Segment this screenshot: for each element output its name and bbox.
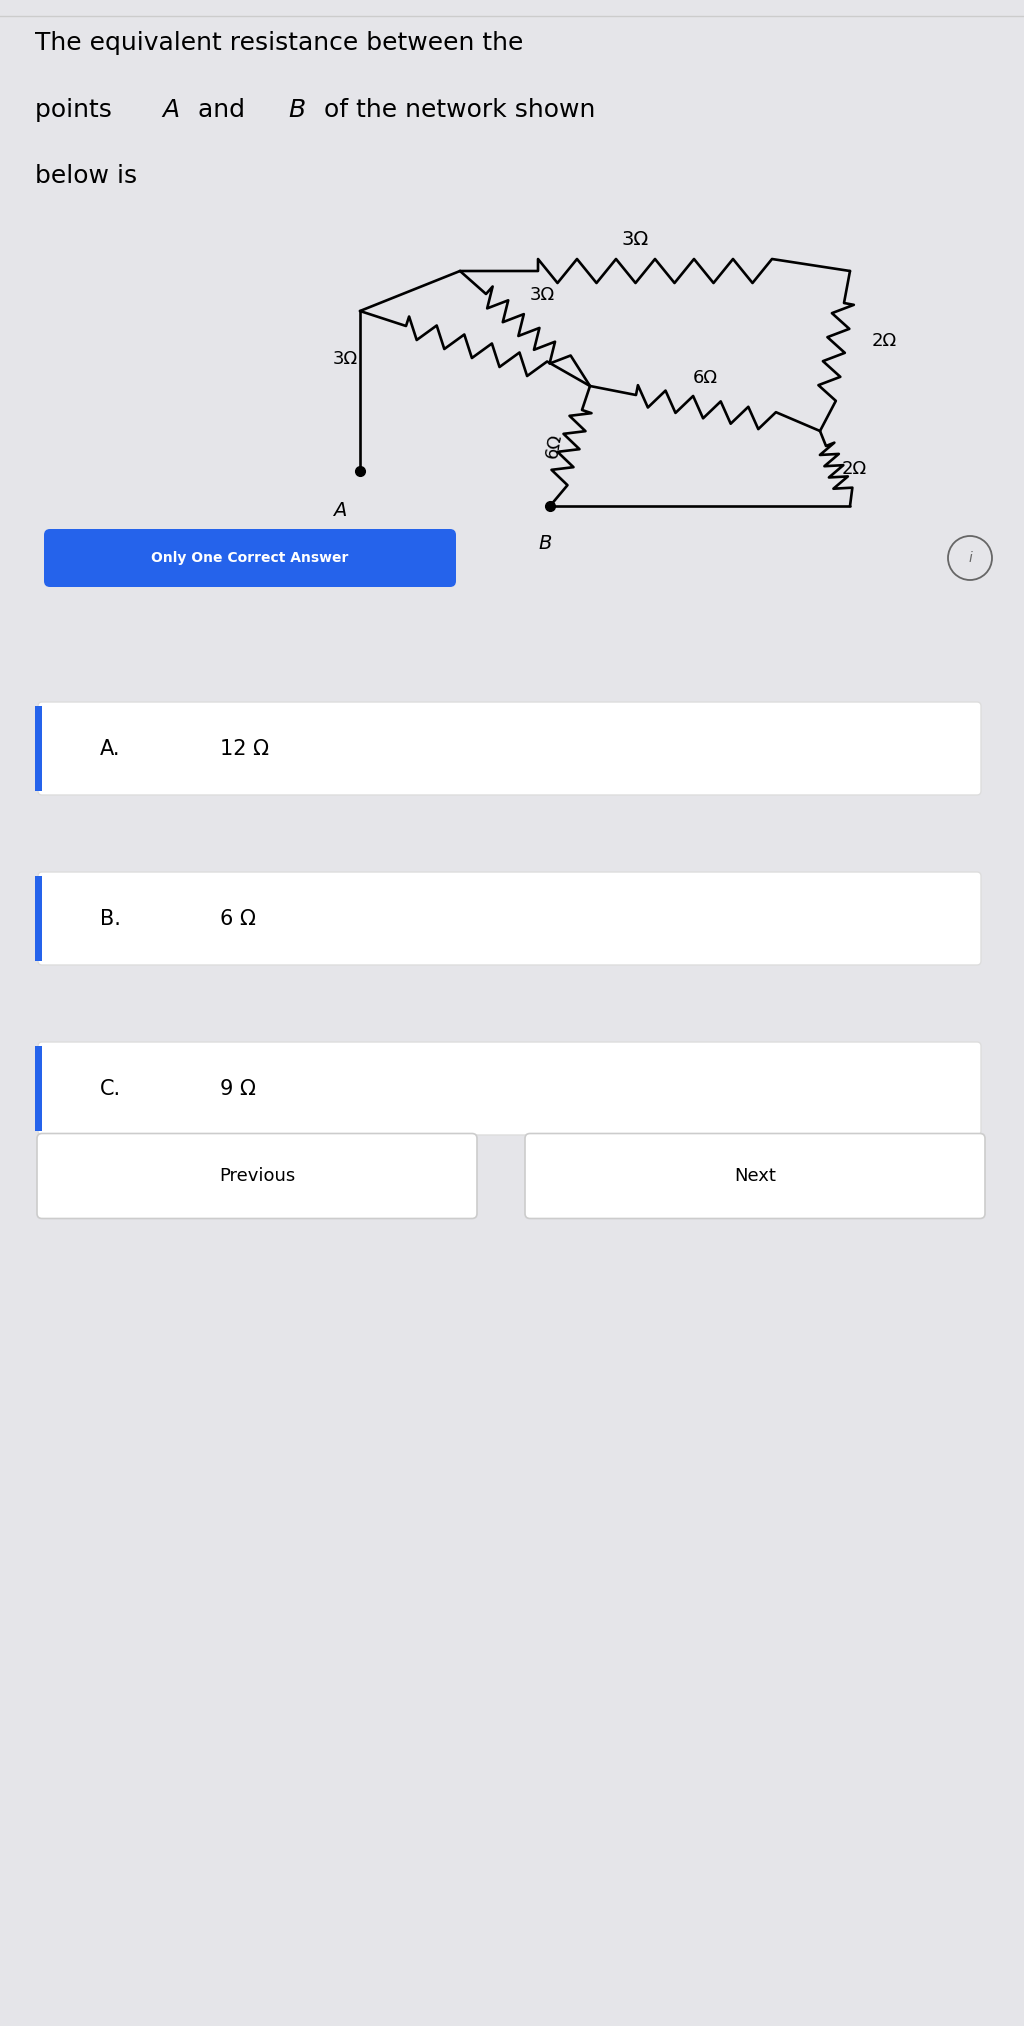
Text: The equivalent resistance between the: The equivalent resistance between the (35, 30, 523, 55)
Text: B.: B. (100, 908, 121, 928)
Text: of the network shown: of the network shown (316, 97, 595, 122)
Text: Next: Next (734, 1167, 776, 1185)
FancyBboxPatch shape (38, 1041, 981, 1135)
FancyBboxPatch shape (525, 1133, 985, 1218)
Text: Previous: Previous (219, 1167, 295, 1185)
FancyBboxPatch shape (38, 701, 981, 794)
Text: Only One Correct Answer: Only One Correct Answer (152, 551, 349, 565)
FancyBboxPatch shape (44, 529, 456, 588)
Text: 3Ω: 3Ω (622, 231, 648, 249)
Text: i: i (968, 551, 972, 565)
Text: 2Ω: 2Ω (872, 332, 897, 350)
Text: points: points (35, 97, 120, 122)
Bar (35, 875, 42, 960)
Text: 12 Ω: 12 Ω (220, 739, 269, 758)
Text: A: A (162, 97, 179, 122)
Bar (35, 705, 42, 790)
Text: 3Ω: 3Ω (333, 350, 358, 367)
Text: 9 Ω: 9 Ω (220, 1078, 256, 1098)
Text: B: B (539, 535, 552, 553)
Text: and: and (190, 97, 253, 122)
Text: 3Ω: 3Ω (530, 286, 555, 304)
Text: A.: A. (100, 739, 121, 758)
Text: C.: C. (100, 1078, 121, 1098)
Text: 2Ω: 2Ω (842, 460, 867, 478)
Text: 6Ω: 6Ω (543, 432, 565, 460)
FancyBboxPatch shape (38, 871, 981, 964)
Text: 6Ω: 6Ω (692, 369, 718, 387)
Text: below is: below is (35, 164, 137, 188)
Bar (35, 1045, 42, 1131)
Text: 6 Ω: 6 Ω (220, 908, 256, 928)
Text: B: B (288, 97, 305, 122)
FancyBboxPatch shape (37, 1133, 477, 1218)
Text: A: A (334, 500, 347, 521)
